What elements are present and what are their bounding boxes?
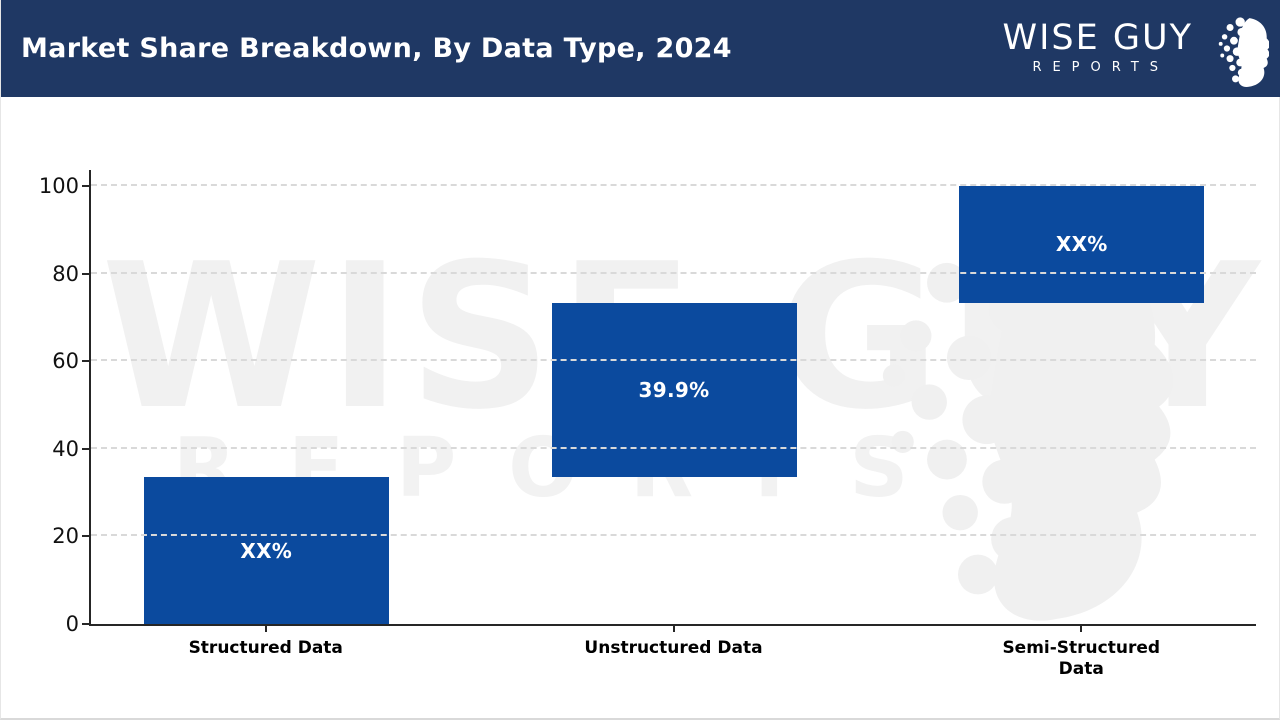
category-label: Semi-Structured Data <box>1002 638 1161 680</box>
gridline <box>91 184 1256 186</box>
y-axis-tick <box>82 447 89 450</box>
gridline <box>91 271 1256 274</box>
bar-segment: XX% <box>143 477 389 624</box>
category-label: Unstructured Data <box>584 638 763 658</box>
gridline <box>91 359 1256 362</box>
y-axis-tick-label: 80 <box>52 261 79 286</box>
brand-face-icon <box>1218 17 1269 87</box>
gridline <box>91 534 1256 537</box>
y-axis-tick <box>82 535 89 538</box>
category-label: Structured Data <box>188 638 343 658</box>
y-axis-tick-label: 100 <box>38 174 79 198</box>
header-bar: Market Share Breakdown, By Data Type, 20… <box>1 0 1280 97</box>
brand-logo-text: WISE GUY REPORTS <box>1002 20 1193 75</box>
plot-area: 0 20 40 60 80 100 XX% Structured Data 39.9% Unstr… <box>39 170 1256 679</box>
y-axis-tick <box>82 623 89 625</box>
bar-value-label: XX% <box>240 538 293 563</box>
brand-name: WISE GUY <box>1002 18 1193 58</box>
x-axis-tick <box>1080 626 1083 632</box>
y-axis-tick <box>82 360 89 363</box>
bar-segment: 39.9% <box>551 302 797 478</box>
y-axis-tick-label: 40 <box>52 436 79 461</box>
y-axis-tick <box>82 272 89 275</box>
y-axis-tick-label: 60 <box>52 349 79 374</box>
brand-logo: WISE GUY REPORTS <box>1002 6 1271 94</box>
bar-segment: XX% <box>959 186 1205 303</box>
gridline <box>91 446 1256 449</box>
bar-value-label: XX% <box>1055 232 1108 257</box>
y-axis-tick-label: 20 <box>52 524 79 549</box>
bar-value-label: 39.9% <box>638 377 710 402</box>
x-axis-tick <box>264 626 267 632</box>
y-axis-tick-label: 0 <box>65 612 79 636</box>
page-title: Market Share Breakdown, By Data Type, 20… <box>21 33 732 64</box>
y-axis-tick <box>82 185 89 187</box>
x-axis-tick <box>672 626 675 632</box>
brand-subname: REPORTS <box>1032 59 1170 75</box>
